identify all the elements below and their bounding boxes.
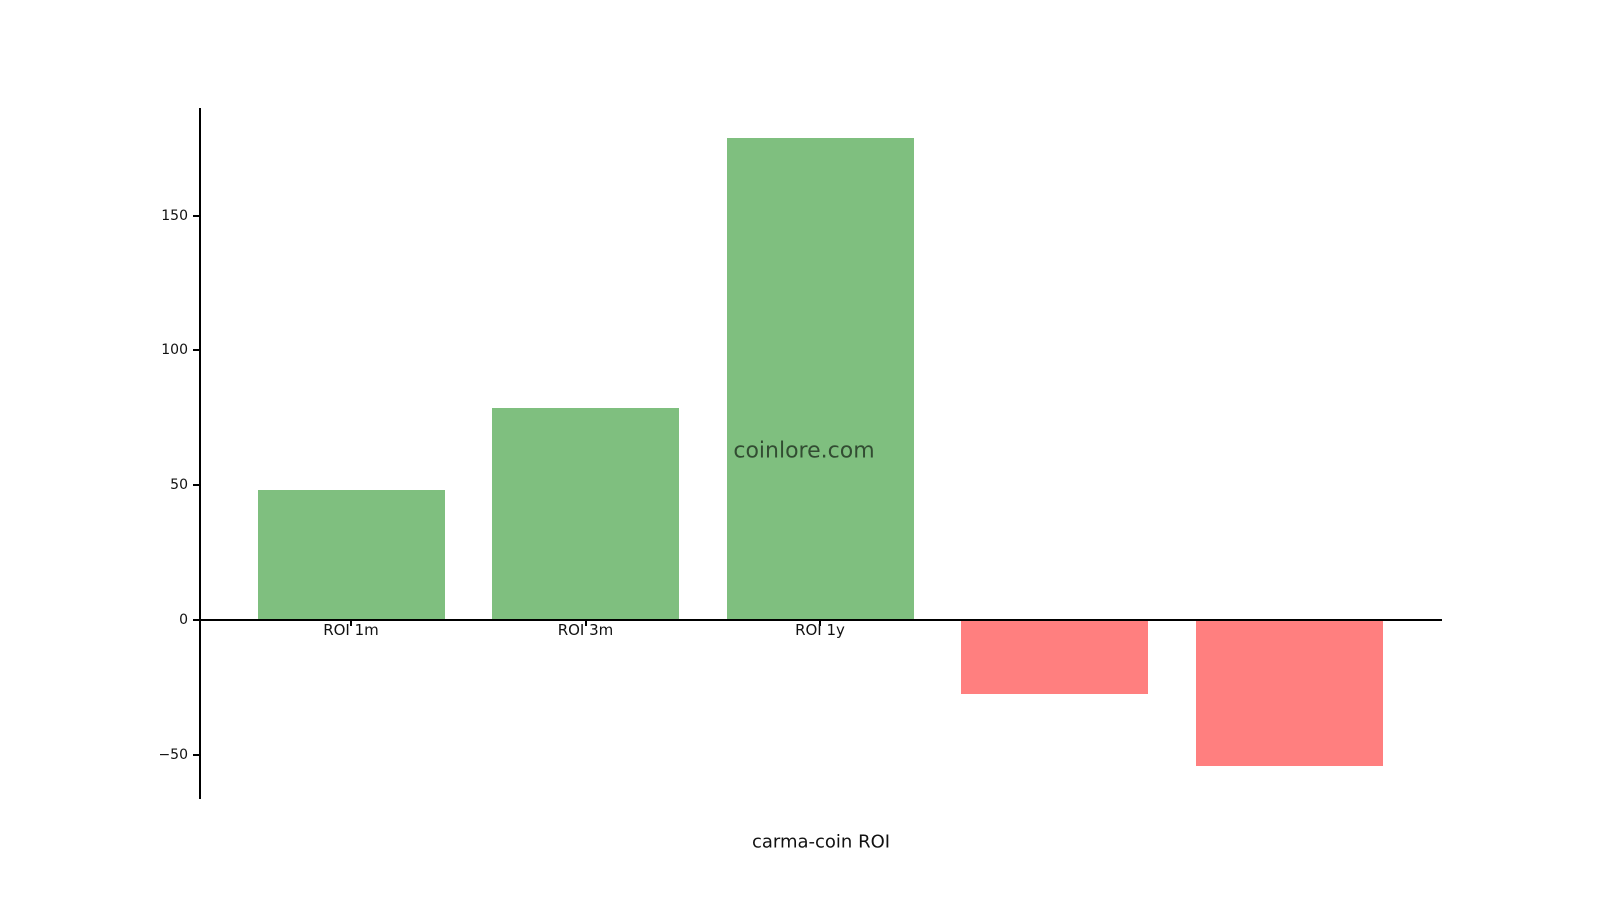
x-tick-label: ROI 3m <box>557 621 614 639</box>
y-tick-label: −50 <box>158 746 188 763</box>
y-axis-line <box>199 108 201 799</box>
x-tick-mark <box>819 620 821 626</box>
x-tick-mark <box>584 620 587 626</box>
x-tick-mark <box>350 620 352 626</box>
y-tick-label: 0 <box>179 612 188 628</box>
y-tick-mark <box>193 214 200 217</box>
y-tick-mark <box>193 619 200 621</box>
y-tick-mark <box>193 349 200 352</box>
bar-negative-3 <box>961 620 1148 694</box>
bar-roi-1m <box>257 490 445 620</box>
y-tick-mark <box>193 753 200 756</box>
y-tick-mark <box>193 484 200 487</box>
watermark-text: coinlore.com <box>733 438 875 464</box>
y-tick-label: 50 <box>170 477 188 494</box>
chart-title: carma-coin ROI <box>751 831 891 853</box>
bar-roi-1y <box>726 138 914 620</box>
bar-negative-4 <box>1195 620 1383 767</box>
y-tick-label: 150 <box>161 207 188 224</box>
x-tick-label: ROI 1m <box>323 621 379 639</box>
x-tick-label: ROI 1y <box>795 621 845 639</box>
y-tick-label: 100 <box>161 342 188 359</box>
bar-roi-3m <box>492 407 679 620</box>
